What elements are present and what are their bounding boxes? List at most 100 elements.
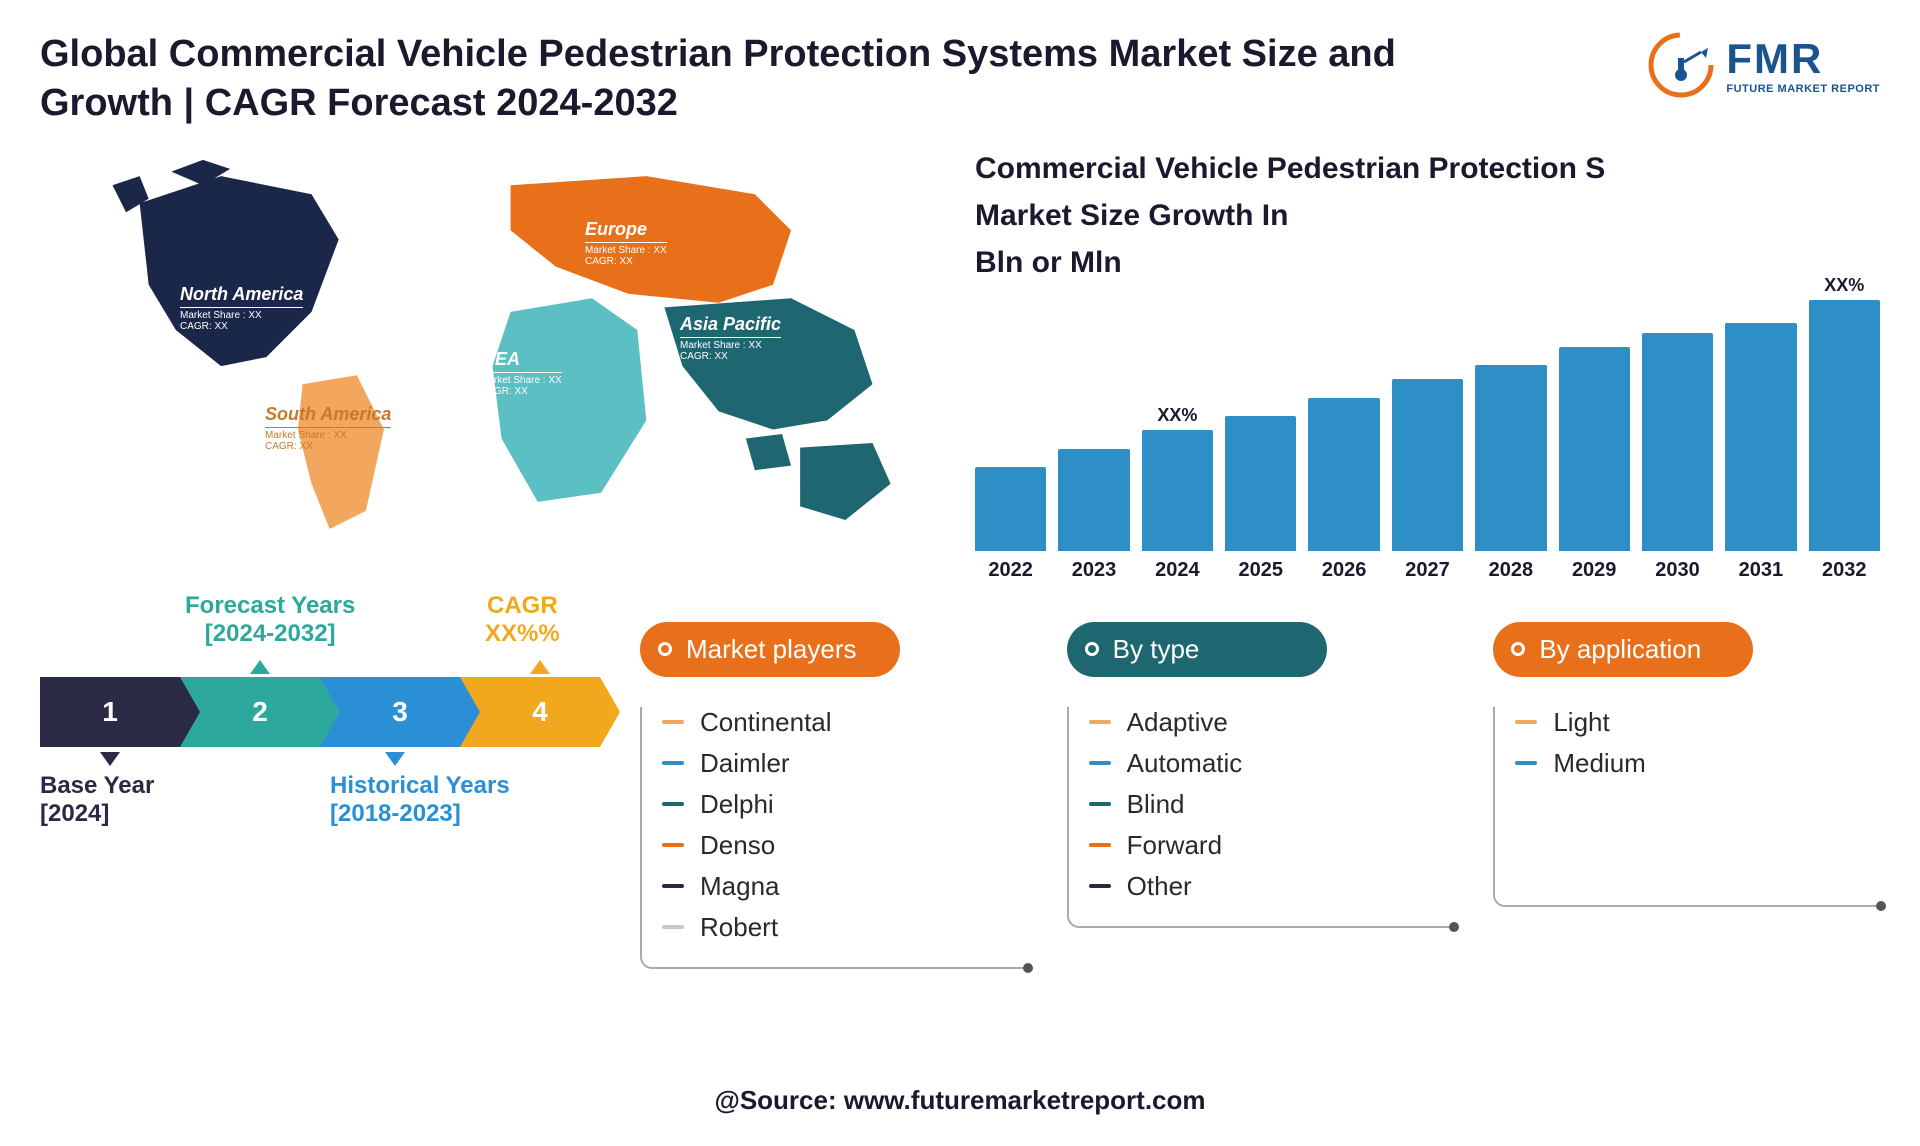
timeline-step-3: 3 bbox=[320, 677, 460, 747]
bar-rect bbox=[1308, 398, 1379, 551]
pill-item-label: Automatic bbox=[1127, 748, 1243, 779]
pill-item: Blind bbox=[1089, 789, 1454, 820]
logo-main: FMR bbox=[1726, 35, 1880, 83]
tick-icon bbox=[662, 925, 684, 929]
pill-item: Forward bbox=[1089, 830, 1454, 861]
bar-2031: 2031 bbox=[1725, 323, 1796, 582]
bar-2022: 2022 bbox=[975, 467, 1046, 582]
tick-icon bbox=[1515, 761, 1537, 765]
pill-list: Adaptive Automatic Blind Forward Other bbox=[1067, 707, 1454, 928]
tick-icon bbox=[662, 843, 684, 847]
tick-icon bbox=[1089, 843, 1111, 847]
bar-2026: 2026 bbox=[1308, 398, 1379, 582]
bar-2024: XX%2024 bbox=[1142, 430, 1213, 582]
bar-year-label: 2024 bbox=[1155, 559, 1200, 582]
tick-icon bbox=[1089, 802, 1111, 806]
pill-header: By application bbox=[1493, 622, 1753, 677]
bar-year-label: 2032 bbox=[1822, 559, 1867, 582]
bar-year-label: 2027 bbox=[1405, 559, 1450, 582]
pill-header-text: By type bbox=[1113, 634, 1200, 665]
pill-dot-icon bbox=[658, 642, 672, 656]
bar-annotation: XX% bbox=[1824, 275, 1864, 296]
bar-year-label: 2028 bbox=[1489, 559, 1534, 582]
source-text: @Source: www.futuremarketreport.com bbox=[714, 1085, 1205, 1116]
pill-item: Robert bbox=[662, 912, 1027, 943]
pill-header: By type bbox=[1067, 622, 1327, 677]
tick-icon bbox=[1089, 761, 1111, 765]
bar-2027: 2027 bbox=[1392, 379, 1463, 582]
bar-chart-section: Commercial Vehicle Pedestrian Protection… bbox=[975, 149, 1880, 582]
pill-header: Market players bbox=[640, 622, 900, 677]
pill-item: Automatic bbox=[1089, 748, 1454, 779]
pill-header-text: By application bbox=[1539, 634, 1701, 665]
bar-rect bbox=[1725, 323, 1796, 551]
historical-label: Historical Years [2018-2023] bbox=[330, 772, 510, 828]
bar-chart: 20222023XX%20242025202620272028202920302… bbox=[975, 302, 1880, 582]
tick-icon bbox=[662, 761, 684, 765]
world-map: North America Market Share : XX CAGR: XX… bbox=[40, 149, 945, 529]
pill-item: Other bbox=[1089, 871, 1454, 902]
bar-rect bbox=[1058, 449, 1129, 551]
pill-item: Continental bbox=[662, 707, 1027, 738]
arrow-row: 1234 bbox=[40, 677, 600, 747]
region-europe: Europe Market Share : XX CAGR: XX bbox=[585, 219, 667, 267]
bar-rect bbox=[1475, 365, 1546, 551]
bar-year-label: 2025 bbox=[1239, 559, 1284, 582]
pill-item-label: Robert bbox=[700, 912, 778, 943]
tick-icon bbox=[662, 884, 684, 888]
pill-item: Medium bbox=[1515, 748, 1880, 779]
cagr-label: CAGR XX%% bbox=[485, 592, 560, 648]
pill-item-label: Delphi bbox=[700, 789, 774, 820]
logo: FMR FUTURE MARKET REPORT bbox=[1646, 30, 1880, 100]
timeline-step-4: 4 bbox=[460, 677, 600, 747]
chart-title-2: Market Size Growth In bbox=[975, 196, 1880, 235]
pill-item-label: Forward bbox=[1127, 830, 1222, 861]
pill-list: ContinentalDaimlerDelphiDensoMagnaRobert bbox=[640, 707, 1027, 969]
pill-header-text: Market players bbox=[686, 634, 857, 665]
pill-item-label: Continental bbox=[700, 707, 832, 738]
bar-rect bbox=[1809, 300, 1880, 551]
bar-2023: 2023 bbox=[1058, 449, 1129, 582]
region-mea: MEA Market Share : XX CAGR: XX bbox=[480, 349, 562, 397]
bar-rect bbox=[1225, 416, 1296, 551]
bar-annotation: XX% bbox=[1157, 405, 1197, 426]
pill-item: Adaptive bbox=[1089, 707, 1454, 738]
tick-icon bbox=[1089, 884, 1111, 888]
bar-rect bbox=[1642, 333, 1713, 551]
timeline-step-1: 1 bbox=[40, 677, 180, 747]
pill-item: Light bbox=[1515, 707, 1880, 738]
bar-2030: 2030 bbox=[1642, 333, 1713, 582]
bar-rect bbox=[975, 467, 1046, 551]
tick-icon bbox=[662, 802, 684, 806]
logo-sub: FUTURE MARKET REPORT bbox=[1726, 83, 1880, 95]
top-row: North America Market Share : XX CAGR: XX… bbox=[40, 149, 1880, 582]
pill-list: Light Medium bbox=[1493, 707, 1880, 907]
region-north-america: North America Market Share : XX CAGR: XX bbox=[180, 284, 303, 332]
header: Global Commercial Vehicle Pedestrian Pro… bbox=[40, 30, 1880, 129]
bar-year-label: 2029 bbox=[1572, 559, 1617, 582]
bar-year-label: 2030 bbox=[1655, 559, 1700, 582]
region-asia-pacific: Asia Pacific Market Share : XX CAGR: XX bbox=[680, 314, 781, 362]
tick-icon bbox=[1089, 720, 1111, 724]
region-south-america: South America Market Share : XX CAGR: XX bbox=[265, 404, 391, 452]
pill-item: Delphi bbox=[662, 789, 1027, 820]
pill-item: Daimler bbox=[662, 748, 1027, 779]
pill-item-label: Blind bbox=[1127, 789, 1185, 820]
bar-year-label: 2031 bbox=[1739, 559, 1784, 582]
chart-title-1: Commercial Vehicle Pedestrian Protection… bbox=[975, 149, 1880, 188]
timeline-step-2: 2 bbox=[180, 677, 320, 747]
pill-item: Magna bbox=[662, 871, 1027, 902]
pill-dot-icon bbox=[1085, 642, 1099, 656]
pill-item-label: Medium bbox=[1553, 748, 1645, 779]
tick-icon bbox=[662, 720, 684, 724]
pill-section: Market playersContinentalDaimlerDelphiDe… bbox=[640, 622, 1880, 969]
bar-year-label: 2026 bbox=[1322, 559, 1367, 582]
bar-2032: XX%2032 bbox=[1809, 300, 1880, 582]
pill-item-label: Light bbox=[1553, 707, 1609, 738]
map-svg bbox=[40, 149, 945, 529]
pill-item-label: Daimler bbox=[700, 748, 790, 779]
bar-2028: 2028 bbox=[1475, 365, 1546, 582]
fmr-logo-icon bbox=[1646, 30, 1716, 100]
bottom-row: Forecast Years [2024-2032] CAGR XX%% 123… bbox=[40, 622, 1880, 969]
chart-title-3: Bln or Mln bbox=[975, 243, 1880, 282]
